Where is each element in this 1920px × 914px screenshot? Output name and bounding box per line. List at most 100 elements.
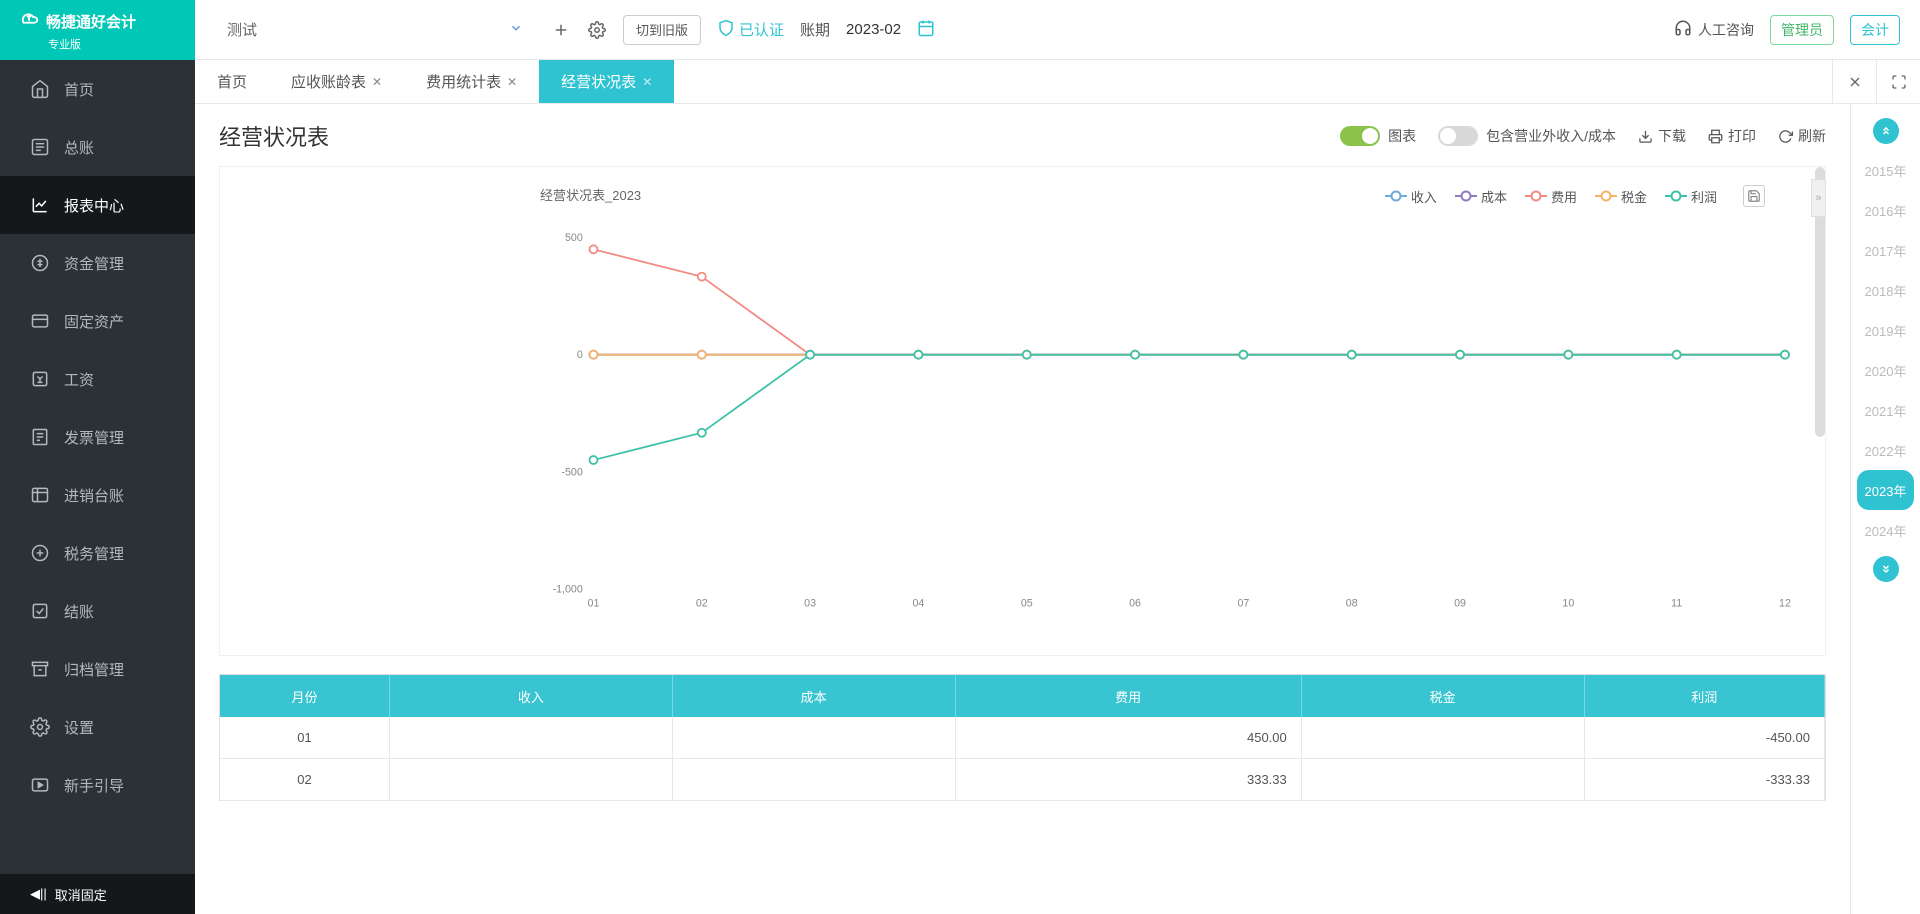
extra-toggle-label: 包含营业外收入/成本 bbox=[1486, 126, 1616, 146]
tab[interactable]: 应收账龄表 ✕ bbox=[269, 60, 404, 103]
shield-icon bbox=[717, 19, 735, 41]
tab-label: 首页 bbox=[217, 71, 247, 92]
add-icon[interactable] bbox=[551, 20, 571, 40]
year-item[interactable]: 2016年 bbox=[1857, 190, 1915, 230]
nav-label: 总账 bbox=[64, 137, 94, 158]
table-header: 月份 收入 成本 费用 税金 利润 bbox=[220, 675, 1825, 717]
legend-item-tax[interactable]: 税金 bbox=[1595, 187, 1647, 206]
nav-item-stock[interactable]: 进销台账 bbox=[0, 466, 195, 524]
tab-label: 费用统计表 bbox=[426, 71, 501, 92]
svg-text:0: 0 bbox=[577, 349, 583, 361]
nav-item-home[interactable]: 首页 bbox=[0, 60, 195, 118]
td-expense: 450.00 bbox=[956, 717, 1302, 758]
year-item[interactable]: 2021年 bbox=[1857, 390, 1915, 430]
extra-income-toggle[interactable] bbox=[1438, 126, 1478, 146]
account-selector[interactable]: 测试 bbox=[215, 13, 535, 47]
print-button[interactable]: 打印 bbox=[1708, 126, 1756, 146]
support-link[interactable]: 人工咨询 bbox=[1674, 19, 1754, 40]
brand-logo: 畅捷通好会计 专业版 bbox=[0, 0, 195, 60]
chart-title: 经营状况表_2023 bbox=[540, 185, 641, 204]
nav-label: 报表中心 bbox=[64, 195, 124, 216]
nav-item-invoice[interactable]: 发票管理 bbox=[0, 408, 195, 466]
td-expense: 333.33 bbox=[956, 759, 1302, 800]
salary-icon bbox=[30, 369, 50, 389]
ledger-icon bbox=[30, 137, 50, 157]
headset-icon bbox=[1674, 19, 1692, 40]
td-cost bbox=[673, 717, 956, 758]
th-profit: 利润 bbox=[1585, 675, 1825, 717]
legend-item-income[interactable]: 收入 bbox=[1385, 187, 1437, 206]
sidebar: 畅捷通好会计 专业版 首页总账报表中心资金管理固定资产工资发票管理进销台账税务管… bbox=[0, 0, 195, 914]
td-profit: -333.33 bbox=[1585, 759, 1825, 800]
pin-toggle[interactable]: ◀|| 取消固定 bbox=[0, 874, 195, 914]
svg-text:11: 11 bbox=[1671, 598, 1682, 610]
th-income: 收入 bbox=[390, 675, 673, 717]
nav-item-archive[interactable]: 归档管理 bbox=[0, 640, 195, 698]
chart-collapse-button[interactable]: » bbox=[1811, 179, 1826, 217]
calendar-icon[interactable] bbox=[917, 19, 935, 40]
tab-close-icon[interactable]: ✕ bbox=[642, 75, 652, 89]
nav-item-chart[interactable]: 报表中心 bbox=[0, 176, 195, 234]
year-item[interactable]: 2024年 bbox=[1857, 510, 1915, 550]
fullscreen-button[interactable] bbox=[1876, 60, 1920, 104]
year-item[interactable]: 2020年 bbox=[1857, 350, 1915, 390]
nav-item-settings[interactable]: 设置 bbox=[0, 698, 195, 756]
tab-label: 应收账龄表 bbox=[291, 71, 366, 92]
year-item[interactable]: 2022年 bbox=[1857, 430, 1915, 470]
nav-label: 资金管理 bbox=[64, 253, 124, 274]
chart-save-icon[interactable] bbox=[1743, 185, 1765, 207]
svg-text:10: 10 bbox=[1562, 598, 1574, 610]
year-down-button[interactable] bbox=[1873, 556, 1899, 582]
legend-item-expense[interactable]: 费用 bbox=[1525, 187, 1577, 206]
nav-item-close-acct[interactable]: 结账 bbox=[0, 582, 195, 640]
year-item[interactable]: 2023年 bbox=[1857, 470, 1915, 510]
nav-item-ledger[interactable]: 总账 bbox=[0, 118, 195, 176]
nav-item-asset[interactable]: 固定资产 bbox=[0, 292, 195, 350]
refresh-button[interactable]: 刷新 bbox=[1778, 126, 1826, 146]
td-income bbox=[390, 717, 673, 758]
nav-label: 发票管理 bbox=[64, 427, 124, 448]
switch-old-version-button[interactable]: 切到旧版 bbox=[623, 15, 701, 45]
legend-item-cost[interactable]: 成本 bbox=[1455, 187, 1507, 206]
gear-icon[interactable] bbox=[587, 20, 607, 40]
tab[interactable]: 首页 bbox=[195, 60, 269, 103]
role-admin-button[interactable]: 管理员 bbox=[1770, 15, 1834, 45]
nav-item-money[interactable]: 资金管理 bbox=[0, 234, 195, 292]
chart-container: 经营状况表_2023 收入成本费用税金利润 5000-500-1,0000102… bbox=[219, 166, 1826, 656]
th-cost: 成本 bbox=[673, 675, 956, 717]
svg-text:07: 07 bbox=[1237, 598, 1249, 610]
td-cost bbox=[673, 759, 956, 800]
tab[interactable]: 费用统计表 ✕ bbox=[404, 60, 539, 103]
year-item[interactable]: 2019年 bbox=[1857, 310, 1915, 350]
role-accountant-button[interactable]: 会计 bbox=[1850, 15, 1900, 45]
nav-label: 工资 bbox=[64, 369, 94, 390]
money-icon bbox=[30, 253, 50, 273]
tab-close-icon[interactable]: ✕ bbox=[507, 75, 517, 89]
tab[interactable]: 经营状况表✕ bbox=[539, 60, 674, 103]
main-area: 测试 切到旧版 已认证 账期 2023-02 bbox=[195, 0, 1920, 914]
svg-text:06: 06 bbox=[1129, 598, 1141, 610]
year-up-button[interactable] bbox=[1873, 118, 1899, 144]
page-header: 经营状况表 图表 包含营业外收入/成本 下载 bbox=[219, 120, 1826, 152]
chart-toggle[interactable] bbox=[1340, 126, 1380, 146]
legend-item-profit[interactable]: 利润 bbox=[1665, 187, 1717, 206]
nav-item-tax[interactable]: 税务管理 bbox=[0, 524, 195, 582]
year-item[interactable]: 2015年 bbox=[1857, 150, 1915, 190]
tab-close-icon[interactable]: ✕ bbox=[372, 75, 382, 89]
year-item[interactable]: 2017年 bbox=[1857, 230, 1915, 270]
chart-scrollbar[interactable] bbox=[1810, 167, 1825, 655]
stock-icon bbox=[30, 485, 50, 505]
verified-text: 已认证 bbox=[739, 19, 784, 40]
tab-close-all-button[interactable] bbox=[1832, 60, 1876, 104]
download-button[interactable]: 下载 bbox=[1638, 126, 1686, 146]
year-item[interactable]: 2018年 bbox=[1857, 270, 1915, 310]
svg-text:08: 08 bbox=[1346, 598, 1358, 610]
nav-label: 新手引导 bbox=[64, 775, 124, 796]
page-title: 经营状况表 bbox=[219, 120, 329, 152]
nav-item-salary[interactable]: 工资 bbox=[0, 350, 195, 408]
th-tax: 税金 bbox=[1302, 675, 1585, 717]
chart-svg: 5000-500-1,000010203040506070809101112 bbox=[220, 167, 1825, 655]
tab-bar: 首页应收账龄表✕费用统计表✕经营状况表✕ bbox=[195, 60, 1920, 104]
svg-text:12: 12 bbox=[1779, 598, 1791, 610]
nav-item-guide[interactable]: 新手引导 bbox=[0, 756, 195, 814]
